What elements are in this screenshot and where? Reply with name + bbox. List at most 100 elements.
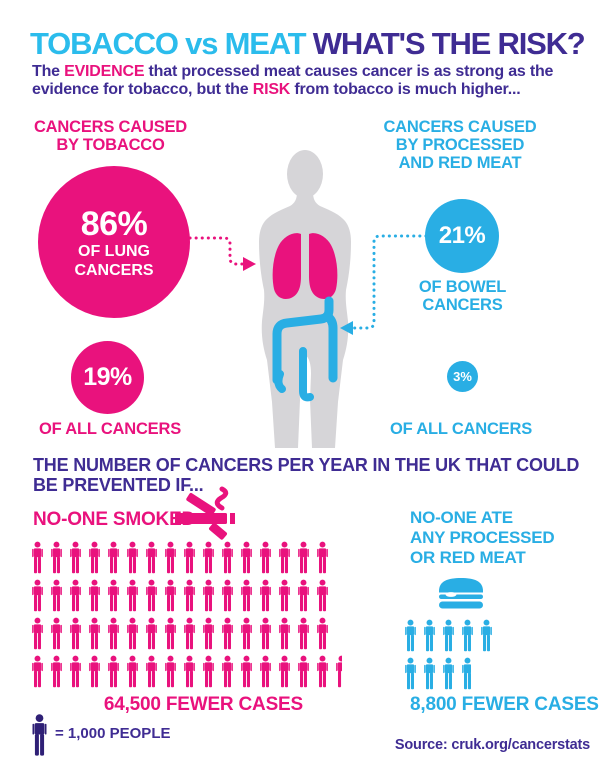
person-icon (146, 617, 157, 650)
person-icon (222, 655, 233, 688)
person-icon (108, 579, 119, 612)
meat-heading: CANCERS CAUSED BY PROCESSED AND RED MEAT (383, 118, 537, 172)
person-icon (108, 541, 119, 574)
person-icon (165, 541, 176, 574)
meat-arrow-icon (340, 234, 428, 335)
subtitle-line-1: The EVIDENCE that processed meat causes … (32, 63, 602, 81)
bowel-icon (272, 296, 338, 402)
person-icon (51, 655, 62, 688)
person-icon-partial (461, 656, 472, 691)
person-icon (165, 579, 176, 612)
people-row (31, 578, 342, 613)
person-icon (462, 657, 472, 690)
person-icon (260, 617, 271, 650)
person-icon (203, 579, 214, 612)
person-icon (203, 655, 214, 688)
source-text: Source: cruk.org/cancerstats (394, 737, 590, 753)
person-icon (127, 655, 138, 688)
person-icon (336, 655, 342, 688)
person-icon (279, 541, 290, 574)
person-icon (70, 655, 81, 688)
person-icon (32, 655, 43, 688)
person-icon (462, 619, 473, 652)
person-icon (317, 655, 328, 688)
person-icon (127, 541, 138, 574)
person-icon (298, 541, 309, 574)
person-icon (260, 579, 271, 612)
subtitle-line-2: evidence for tobacco, but the RISK from … (32, 81, 602, 99)
legend-label: = 1,000 PEOPLE (55, 725, 171, 742)
meat-people-grid (404, 618, 493, 694)
person-icon (184, 579, 195, 612)
person-icon (165, 655, 176, 688)
person-icon (51, 541, 62, 574)
person-icon (405, 657, 416, 690)
meat-small-stat: 3% (447, 361, 478, 392)
person-icon (241, 655, 252, 688)
person-icon (70, 541, 81, 574)
person-icon (32, 579, 43, 612)
person-icon (260, 541, 271, 574)
person-icon (70, 579, 81, 612)
tobacco-people-grid (31, 540, 342, 692)
no-one-smoked-label: NO-ONE SMOKED (33, 509, 196, 530)
tobacco-big-value: 86% (80, 205, 148, 243)
person-icon (443, 619, 454, 652)
person-icon (89, 655, 100, 688)
tobacco-heading: CANCERS CAUSED BY TOBACCO (33, 118, 188, 154)
person-icon (279, 617, 290, 650)
meat-big-label: OF BOWEL CANCERS (418, 278, 507, 314)
person-icon (241, 541, 252, 574)
tobacco-small-stat: 19% (71, 341, 144, 414)
person-icon (51, 579, 62, 612)
plain-text: The (32, 63, 65, 80)
person-icon (108, 617, 119, 650)
people-row (31, 616, 342, 651)
meat-result: 8,800 FEWER CASES (410, 694, 599, 715)
people-row (31, 540, 342, 575)
person-icon (203, 617, 214, 650)
meat-small-label: OF ALL CANCERS (389, 420, 533, 438)
person-icon (146, 541, 157, 574)
person-icon (424, 657, 435, 690)
person-icon (89, 617, 100, 650)
body-silhouette (259, 150, 351, 448)
person-icon (184, 541, 195, 574)
person-icon (443, 657, 454, 690)
person-icon (203, 541, 214, 574)
tobacco-big-label: OF LUNG CANCERS (74, 243, 154, 279)
meat-small-value: 3% (453, 369, 472, 384)
meat-big-stat: 21% (425, 199, 499, 273)
person-icon (317, 617, 328, 650)
no-one-ate-meat-label: NO-ONE ATE ANY PROCESSED OR RED MEAT (410, 508, 555, 567)
people-row (404, 618, 493, 653)
person-icon (279, 655, 290, 688)
person-icon (127, 617, 138, 650)
person-icon (32, 541, 43, 574)
person-icon (165, 617, 176, 650)
accent-text: RISK (252, 81, 291, 98)
person-icon (51, 617, 62, 650)
person-icon (260, 655, 271, 688)
person-icon (146, 579, 157, 612)
tobacco-small-value: 19% (83, 363, 132, 391)
person-icon (222, 617, 233, 650)
person-icon (89, 541, 100, 574)
person-icon (241, 617, 252, 650)
tobacco-result: 64,500 FEWER CASES (103, 694, 303, 715)
person-icon (317, 579, 328, 612)
people-row (31, 654, 342, 689)
meat-big-value: 21% (438, 222, 486, 249)
person-icon (298, 617, 309, 650)
cigarette-icon (175, 486, 235, 540)
people-row (404, 656, 493, 691)
plain-text: from tobacco is much higher... (290, 81, 521, 98)
person-icon (279, 579, 290, 612)
person-icon (424, 619, 435, 652)
title-highlight: TOBACCO vs MEAT (30, 26, 307, 61)
prevention-heading: THE NUMBER OF CANCERS PER YEAR IN THE UK… (33, 455, 580, 495)
person-icon (32, 714, 47, 756)
subtitle: The EVIDENCE that processed meat causes … (32, 63, 602, 99)
tobacco-big-stat: 86% OF LUNG CANCERS (38, 166, 190, 318)
